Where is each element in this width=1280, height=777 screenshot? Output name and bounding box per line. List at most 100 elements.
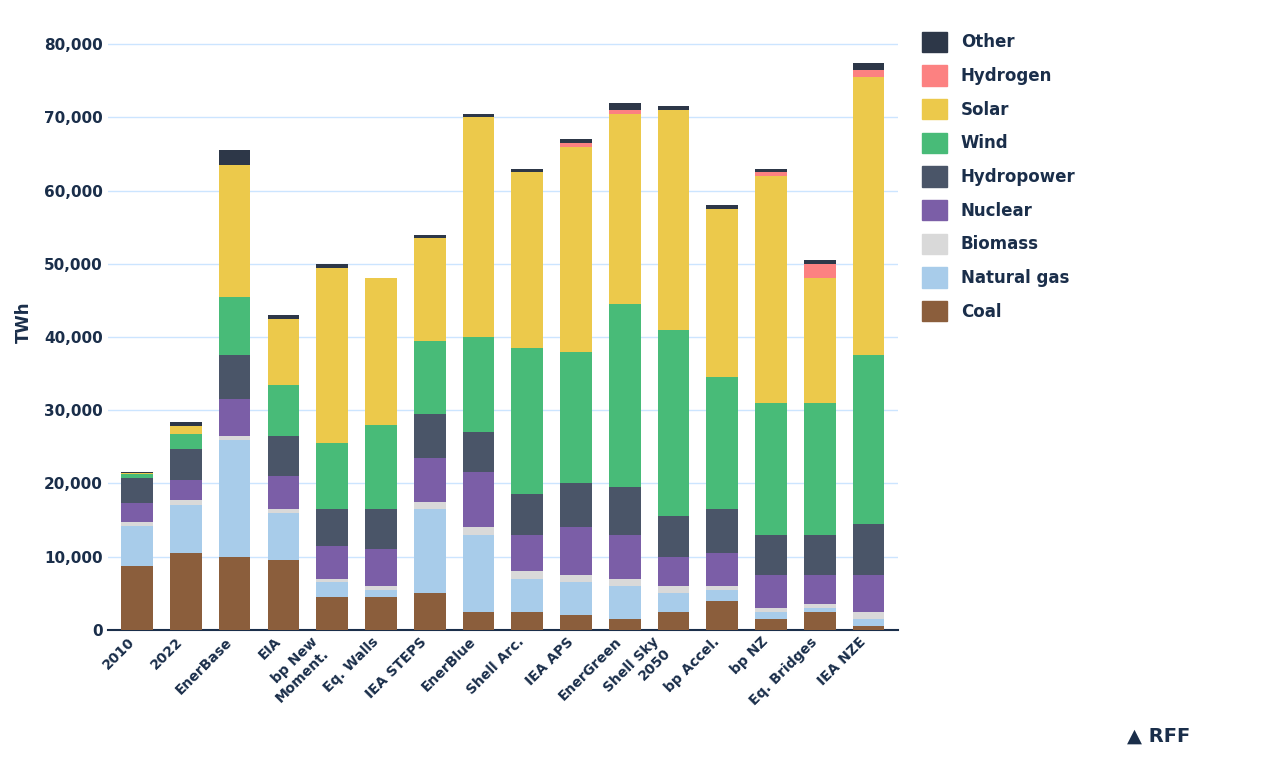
Bar — [316, 264, 348, 267]
Bar — [268, 513, 300, 560]
Bar — [852, 575, 884, 611]
Y-axis label: TWh: TWh — [15, 301, 33, 343]
Bar — [609, 487, 640, 535]
Bar — [561, 483, 591, 528]
Bar — [755, 403, 787, 535]
Bar — [707, 209, 739, 378]
Bar — [658, 110, 690, 329]
Bar — [219, 297, 251, 355]
Bar — [413, 235, 445, 239]
Bar — [170, 553, 202, 630]
Bar — [852, 611, 884, 618]
Bar — [413, 502, 445, 509]
Bar — [413, 458, 445, 502]
Bar — [268, 319, 300, 385]
Bar — [511, 169, 543, 172]
Bar — [365, 509, 397, 549]
Bar — [609, 110, 640, 113]
Bar — [122, 474, 152, 478]
Bar — [365, 590, 397, 597]
Bar — [609, 113, 640, 304]
Bar — [170, 500, 202, 505]
Bar — [804, 264, 836, 278]
Bar — [365, 586, 397, 590]
Bar — [316, 579, 348, 582]
Bar — [561, 615, 591, 630]
Bar — [561, 147, 591, 352]
Bar — [609, 586, 640, 618]
Bar — [268, 509, 300, 513]
Bar — [511, 535, 543, 571]
Bar — [804, 403, 836, 535]
Bar — [755, 176, 787, 403]
Bar — [219, 556, 251, 630]
Bar — [219, 165, 251, 297]
Bar — [755, 169, 787, 172]
Bar — [316, 597, 348, 630]
Bar — [707, 586, 739, 590]
Bar — [561, 352, 591, 483]
Bar — [268, 385, 300, 436]
Bar — [462, 432, 494, 472]
Bar — [462, 113, 494, 117]
Bar — [365, 278, 397, 425]
Bar — [852, 618, 884, 626]
Bar — [609, 304, 640, 487]
Bar — [413, 414, 445, 458]
Bar — [365, 549, 397, 586]
Bar — [122, 503, 152, 522]
Bar — [609, 618, 640, 630]
Bar — [852, 70, 884, 77]
Bar — [511, 494, 543, 535]
Bar — [609, 103, 640, 110]
Bar — [316, 582, 348, 597]
Bar — [804, 608, 836, 611]
Bar — [511, 172, 543, 348]
Bar — [413, 340, 445, 414]
Bar — [609, 535, 640, 579]
Bar — [755, 608, 787, 611]
Bar — [462, 535, 494, 611]
Bar — [170, 434, 202, 449]
Bar — [561, 582, 591, 615]
Bar — [219, 151, 251, 165]
Bar — [316, 267, 348, 443]
Bar — [804, 611, 836, 630]
Bar — [122, 566, 152, 630]
Bar — [852, 63, 884, 70]
Text: ▲ RFF: ▲ RFF — [1128, 727, 1190, 746]
Bar — [511, 579, 543, 611]
Bar — [170, 422, 202, 426]
Bar — [852, 524, 884, 575]
Bar — [170, 426, 202, 434]
Bar — [268, 476, 300, 509]
Bar — [804, 535, 836, 575]
Bar — [707, 601, 739, 630]
Bar — [219, 440, 251, 556]
Bar — [707, 553, 739, 586]
Bar — [122, 522, 152, 526]
Bar — [658, 106, 690, 110]
Bar — [511, 571, 543, 579]
Bar — [413, 593, 445, 630]
Bar — [707, 378, 739, 509]
Bar — [609, 579, 640, 586]
Bar — [658, 517, 690, 556]
Bar — [804, 278, 836, 403]
Bar — [316, 545, 348, 579]
Bar — [170, 449, 202, 479]
Bar — [561, 139, 591, 143]
Bar — [268, 315, 300, 319]
Bar — [707, 590, 739, 601]
Bar — [462, 611, 494, 630]
Bar — [707, 205, 739, 209]
Bar — [122, 526, 152, 566]
Bar — [852, 355, 884, 524]
Bar — [462, 337, 494, 432]
Bar — [755, 575, 787, 608]
Bar — [658, 586, 690, 593]
Bar — [268, 436, 300, 476]
Bar — [219, 399, 251, 436]
Bar — [852, 626, 884, 630]
Bar — [561, 143, 591, 147]
